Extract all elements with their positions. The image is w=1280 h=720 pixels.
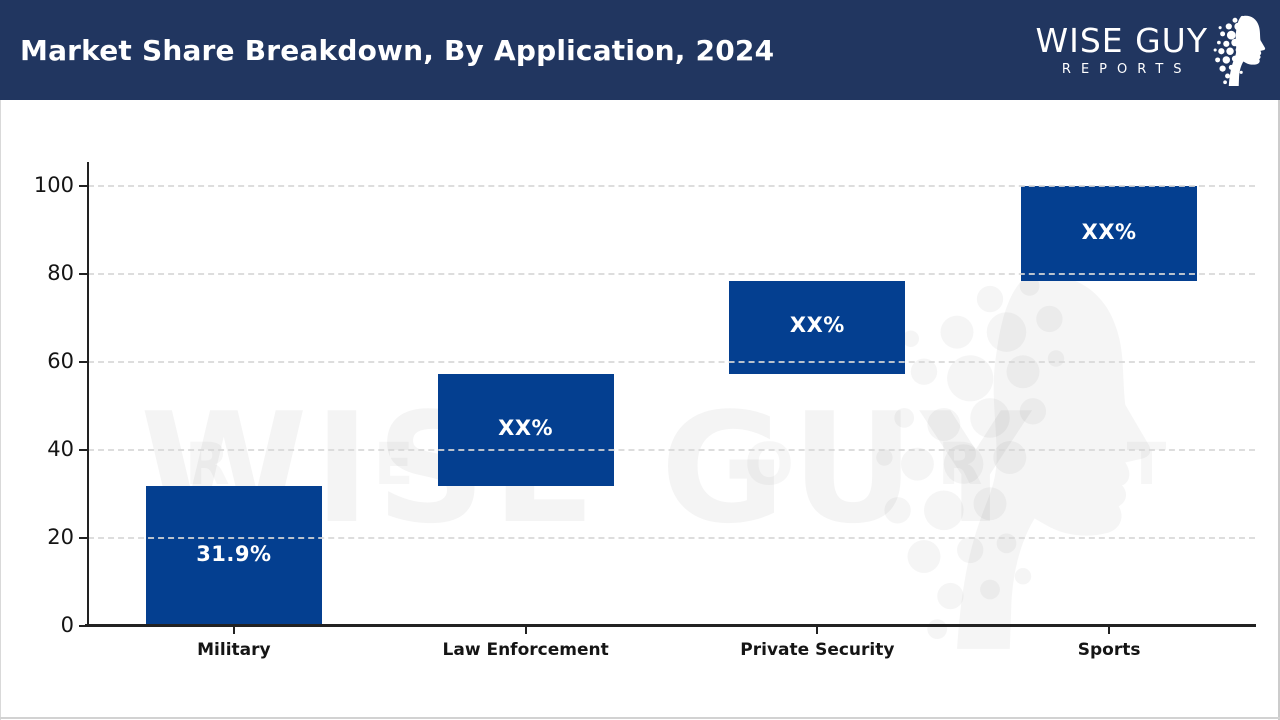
y-tick-0 (79, 625, 87, 627)
x-category-label: Law Enforcement (442, 640, 609, 660)
bar-law-enforcement (437, 373, 614, 486)
logo-head-icon (1204, 8, 1266, 92)
bottom-border (0, 717, 1280, 719)
bar-value-label: XX% (498, 415, 554, 440)
y-tick-20 (79, 537, 87, 539)
y-tick-label: 100 (33, 173, 74, 197)
left-border (0, 100, 1, 720)
y-tick-label: 60 (47, 349, 74, 373)
bar-value-label: XX% (1081, 219, 1137, 244)
wise-guy-reports-logo: WISE GUY REPORTS (1035, 8, 1280, 92)
header: Market Share Breakdown, By Application, … (0, 0, 1280, 100)
y-axis-line (87, 162, 89, 626)
bar-sports (1021, 186, 1198, 282)
y-tick-100 (79, 185, 87, 187)
bar-value-label: 31.9% (196, 541, 272, 566)
gridline-20 (88, 537, 1255, 539)
gridline-40 (88, 449, 1255, 451)
x-tick (232, 627, 235, 634)
x-category-label: Sports (1077, 640, 1141, 660)
y-tick-label: 80 (47, 261, 74, 285)
gridline-80 (88, 273, 1255, 275)
y-tick-60 (79, 361, 87, 363)
bar-private-security (729, 281, 906, 374)
x-category-label: Military (197, 640, 271, 660)
x-tick (524, 627, 527, 634)
right-border (1278, 100, 1280, 720)
gridline-100 (88, 185, 1255, 187)
y-tick-label: 40 (47, 437, 74, 461)
gridline-60 (88, 361, 1255, 363)
y-tick-label: 20 (47, 525, 74, 549)
x-axis-line (85, 624, 1256, 627)
y-tick-80 (79, 273, 87, 275)
bar-military (145, 485, 322, 626)
logo-reports-text: REPORTS (1061, 61, 1192, 77)
x-tick (1108, 627, 1111, 634)
logo-wiseguy-text: WISE GUY (1035, 20, 1208, 60)
y-tick-40 (79, 449, 87, 451)
logo-text: WISE GUY REPORTS (1035, 24, 1208, 77)
x-tick (816, 627, 819, 634)
bar-value-label: XX% (789, 313, 845, 338)
page-title: Market Share Breakdown, By Application, … (20, 33, 775, 67)
x-category-label: Private Security (740, 640, 895, 660)
y-tick-label: 0 (60, 613, 74, 637)
